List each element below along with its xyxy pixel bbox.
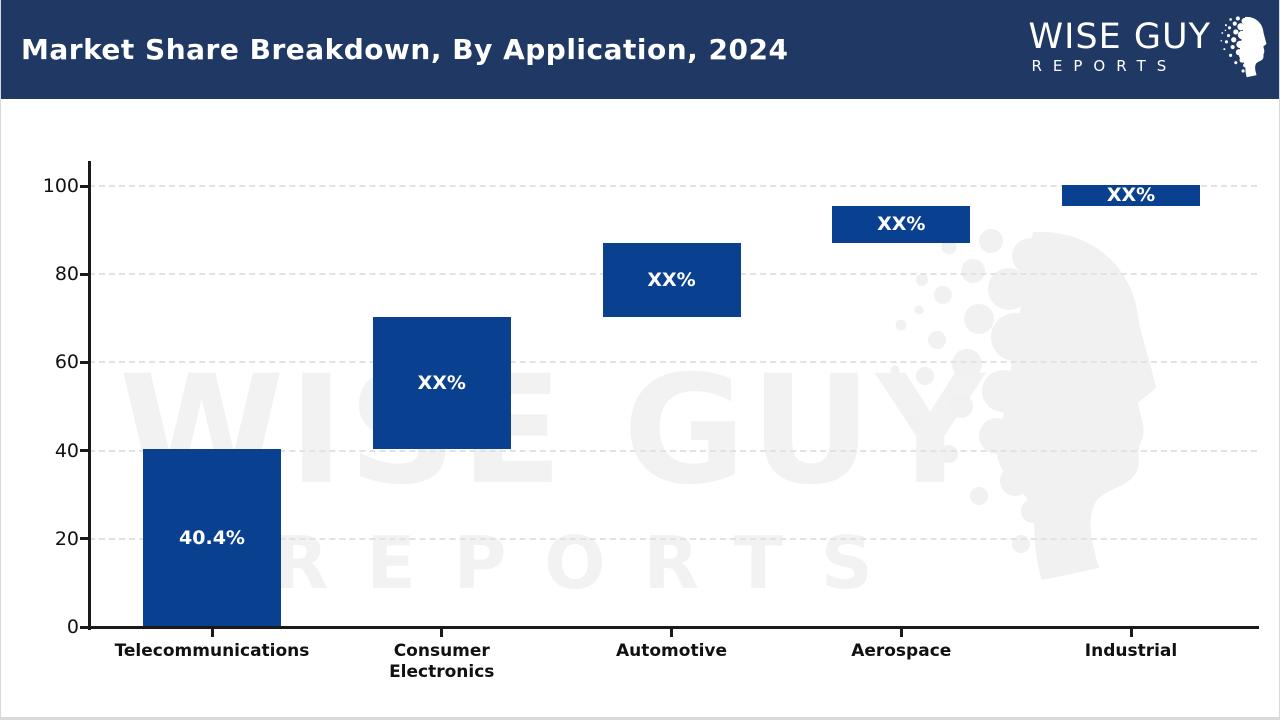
y-tick-100 (80, 184, 89, 188)
x-tick-consumer-electronics (440, 629, 444, 637)
bar-telecommunications: 40.4% (143, 448, 281, 627)
header-bar: Market Share Breakdown, By Application, … (1, 0, 1279, 99)
x-tick-label-aerospace: Aerospace (851, 641, 952, 661)
brand-logo: WISE GUY REPORTS (1028, 8, 1267, 84)
x-tick-label-telecommunications: Telecommunications (114, 641, 310, 661)
x-tick-industrial (1129, 629, 1133, 637)
bar-value-label-telecommunications: 40.4% (179, 526, 245, 549)
bar-automotive: XX% (602, 242, 741, 317)
x-tick-label-consumer-electronics: Consumer Electronics (389, 641, 495, 682)
page-title: Market Share Breakdown, By Application, … (21, 33, 789, 66)
y-tick-0 (80, 625, 89, 629)
y-tick-label-40: 40 (54, 439, 79, 462)
bar-value-label-aerospace: XX% (877, 213, 926, 236)
y-tick-80 (80, 272, 89, 276)
gridline-40 (89, 449, 1257, 452)
y-tick-label-60: 60 (54, 351, 79, 374)
y-tick-label-80: 80 (54, 263, 79, 286)
watermark-subtext: REPORTS (273, 521, 911, 605)
y-tick-40 (80, 449, 89, 453)
watermark-head-icon (890, 229, 1156, 580)
logo-wordmark: WISE GUY (1028, 16, 1211, 57)
logo-subtext: REPORTS (1031, 56, 1178, 75)
y-axis-line (88, 160, 91, 630)
gridline-60 (89, 361, 1257, 364)
x-tick-label-industrial: Industrial (1084, 641, 1178, 661)
x-axis-line (88, 626, 1259, 629)
bar-consumer-electronics: XX% (372, 316, 511, 449)
x-tick-label-automotive: Automotive (615, 641, 728, 661)
bar-value-label-consumer-electronics: XX% (417, 371, 466, 394)
x-tick-automotive (670, 629, 673, 637)
logo-head-icon (1220, 16, 1267, 78)
bar-value-label-automotive: XX% (647, 268, 696, 291)
y-tick-60 (80, 360, 89, 364)
y-tick-label-100: 100 (42, 175, 79, 197)
chart-area: WISE GUY REPORTS 0 20 40 60 80 100 40.4% Teleco… (1, 99, 1279, 717)
x-tick-aerospace (899, 629, 903, 637)
bar-aerospace: XX% (832, 205, 971, 243)
y-tick-20 (80, 537, 89, 541)
gridline-20 (89, 537, 1257, 540)
x-tick-telecommunications (210, 629, 214, 637)
gridline-100 (89, 185, 1257, 187)
bar-industrial: XX% (1062, 184, 1200, 207)
y-tick-label-20: 20 (54, 527, 79, 550)
y-tick-label-0: 0 (66, 616, 79, 638)
bar-value-label-industrial: XX% (1106, 184, 1156, 207)
